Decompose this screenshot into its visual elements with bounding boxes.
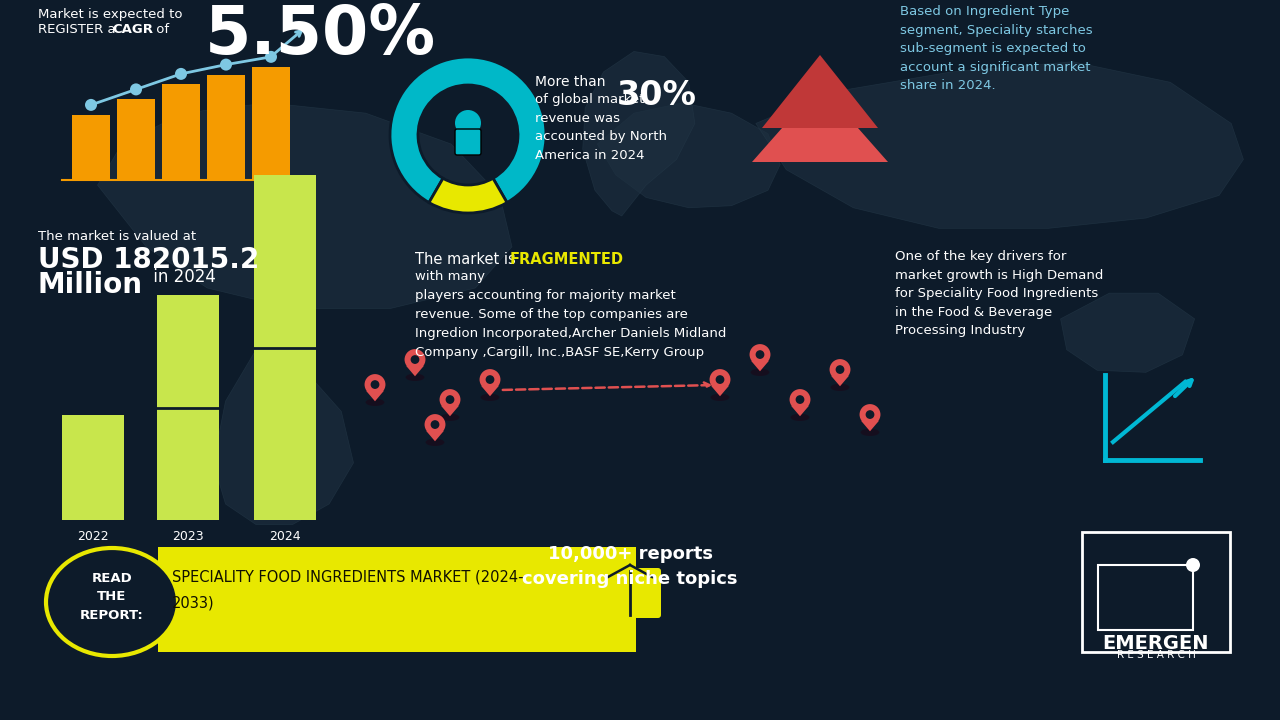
Ellipse shape [406, 374, 425, 381]
Circle shape [485, 375, 494, 384]
Ellipse shape [480, 394, 499, 401]
Circle shape [709, 369, 731, 390]
Text: Million: Million [38, 271, 143, 299]
Circle shape [404, 349, 425, 370]
Ellipse shape [440, 414, 460, 421]
Circle shape [480, 369, 500, 390]
Bar [207, 75, 244, 180]
Text: One of the key drivers for
market growth is High Demand
for Speciality Food Ingr: One of the key drivers for market growth… [895, 250, 1103, 337]
Circle shape [750, 344, 771, 365]
Wedge shape [390, 57, 547, 202]
Text: SPECIALITY FOOD INGREDIENTS MARKET (2024-
2033): SPECIALITY FOOD INGREDIENTS MARKET (2024… [172, 570, 524, 611]
Text: R E S E A R C H: R E S E A R C H [1116, 650, 1196, 660]
Bar [157, 295, 219, 520]
Text: in 2024: in 2024 [148, 268, 216, 286]
Ellipse shape [750, 369, 769, 376]
Bar [61, 415, 124, 520]
Circle shape [1187, 558, 1201, 572]
Text: More than: More than [535, 75, 609, 89]
Circle shape [716, 375, 724, 384]
Circle shape [84, 99, 97, 111]
Circle shape [265, 51, 276, 63]
Ellipse shape [46, 548, 178, 656]
Bar [163, 84, 200, 180]
Ellipse shape [425, 438, 444, 446]
Bar [116, 99, 155, 180]
Polygon shape [751, 361, 769, 372]
Circle shape [865, 410, 874, 419]
Circle shape [430, 420, 439, 429]
Polygon shape [214, 329, 353, 525]
Text: The market is valued at: The market is valued at [38, 230, 196, 243]
FancyBboxPatch shape [599, 568, 660, 618]
Polygon shape [97, 103, 512, 309]
Ellipse shape [860, 428, 879, 436]
Circle shape [755, 350, 764, 359]
Text: EMERGEN: EMERGEN [1103, 634, 1210, 653]
Circle shape [411, 355, 420, 364]
Polygon shape [753, 85, 888, 162]
Text: The market is: The market is [415, 252, 521, 267]
Ellipse shape [366, 399, 384, 406]
Polygon shape [755, 62, 1243, 228]
Text: FRAGMENTED: FRAGMENTED [509, 252, 625, 267]
Wedge shape [429, 179, 507, 213]
Circle shape [175, 68, 187, 80]
Circle shape [454, 110, 481, 136]
Polygon shape [712, 386, 728, 396]
Polygon shape [426, 431, 444, 441]
Text: CAGR: CAGR [113, 23, 154, 36]
Bar [253, 175, 316, 520]
Polygon shape [481, 386, 499, 396]
Polygon shape [861, 420, 879, 431]
Polygon shape [598, 103, 781, 208]
Bar [72, 115, 110, 180]
Polygon shape [366, 391, 384, 401]
Circle shape [365, 374, 385, 395]
Polygon shape [582, 51, 695, 216]
Ellipse shape [831, 384, 850, 391]
Circle shape [425, 414, 445, 435]
Bar [1082, 532, 1230, 652]
Text: with many
players accounting for majority market
revenue. Some of the top compan: with many players accounting for majorit… [415, 270, 726, 359]
Text: 30%: 30% [617, 79, 696, 112]
Circle shape [371, 380, 379, 389]
Polygon shape [791, 406, 809, 416]
Circle shape [220, 58, 232, 71]
Polygon shape [442, 406, 460, 416]
Text: 5.50%: 5.50% [205, 2, 436, 68]
Circle shape [445, 395, 454, 404]
Text: Based on Ingredient Type
segment, Speciality starches
sub-segment is expected to: Based on Ingredient Type segment, Specia… [900, 5, 1093, 92]
Text: 2024: 2024 [269, 530, 301, 543]
Bar [157, 547, 636, 652]
Polygon shape [831, 376, 849, 386]
Circle shape [796, 395, 804, 404]
Bar [252, 67, 291, 180]
Circle shape [439, 389, 461, 410]
Polygon shape [1061, 293, 1194, 372]
Text: 2023: 2023 [173, 530, 204, 543]
Polygon shape [406, 366, 424, 377]
Circle shape [131, 84, 142, 96]
Circle shape [836, 365, 845, 374]
Text: READ
THE
REPORT:: READ THE REPORT: [81, 572, 143, 622]
FancyBboxPatch shape [454, 129, 481, 155]
Text: REGISTER a: REGISTER a [38, 23, 120, 36]
Circle shape [829, 359, 850, 380]
Text: Market is expected to: Market is expected to [38, 8, 183, 21]
Bar [1098, 565, 1193, 630]
Polygon shape [762, 55, 878, 128]
Ellipse shape [710, 394, 730, 401]
Text: 2022: 2022 [77, 530, 109, 543]
Circle shape [790, 389, 810, 410]
Ellipse shape [791, 414, 809, 421]
Text: of: of [152, 23, 169, 36]
Circle shape [860, 404, 881, 425]
Text: of global market
revenue was
accounted by North
America in 2024: of global market revenue was accounted b… [535, 93, 667, 161]
Text: USD 182015.2: USD 182015.2 [38, 246, 260, 274]
Text: 10,000+ reports
covering niche topics: 10,000+ reports covering niche topics [522, 545, 737, 588]
